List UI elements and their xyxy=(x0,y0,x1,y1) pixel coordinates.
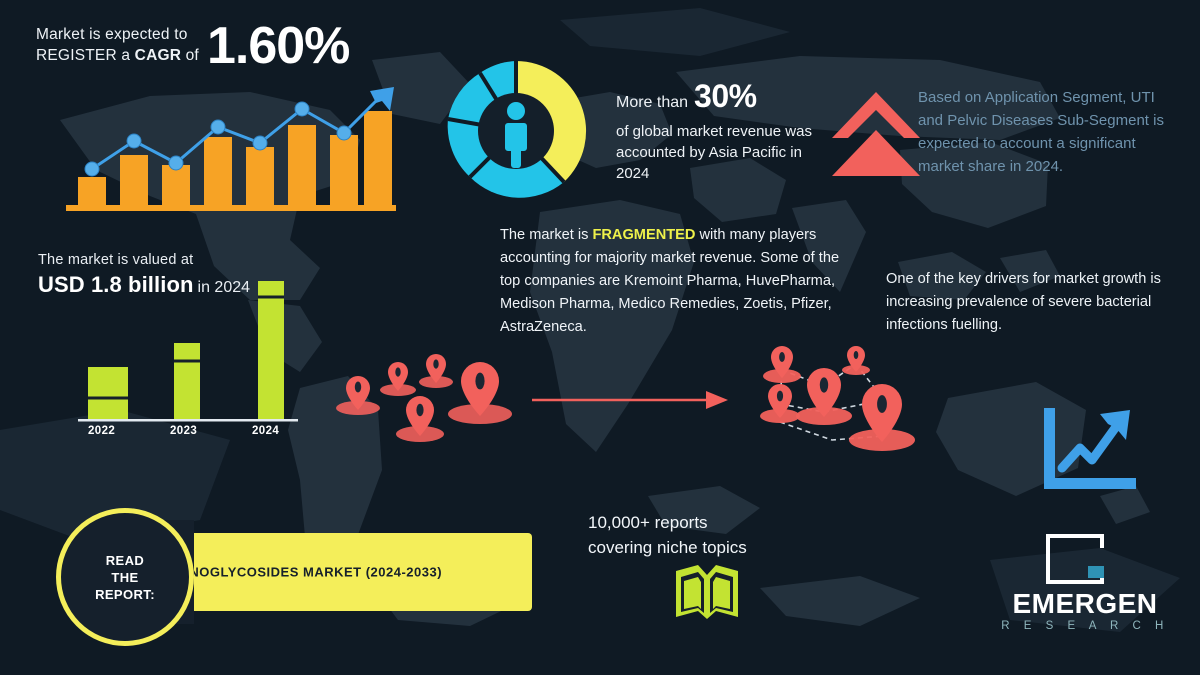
logo-mark-icon xyxy=(1042,530,1108,588)
open-book-icon xyxy=(674,563,740,621)
asia-pacific-stat: More than 30% of global market revenue wa… xyxy=(616,78,816,184)
fragmented-post: with many players accounting for majorit… xyxy=(500,227,840,335)
asia-pacific-donut xyxy=(440,55,592,207)
badge-line-1: READ xyxy=(105,552,145,568)
asia-pacific-headline: More than 30% xyxy=(616,78,816,115)
location-pin-cluster-scattered xyxy=(336,352,526,452)
logo-subtitle: R E S E A R C H xyxy=(1001,620,1169,632)
green-chart-xlabel-0: 2022 xyxy=(88,425,116,437)
person-icon xyxy=(505,102,527,168)
report-title: AMINOGLYCOSIDES MARKET (2024-2033) xyxy=(164,564,443,580)
application-segment-text: Based on Application Segment, UTI and Pe… xyxy=(918,89,1164,175)
green-bars xyxy=(88,281,284,419)
read-report-badge[interactable]: READ THE REPORT: xyxy=(56,508,194,646)
logo-name: EMERGEN xyxy=(1012,588,1158,619)
reports-count-line2: covering niche topics xyxy=(588,538,747,557)
badge-line-3: REPORT: xyxy=(95,586,155,602)
asia-percent-value: 30% xyxy=(694,78,757,114)
cagr-label-line2: REGISTER a CAGR of xyxy=(36,46,199,66)
green-chart-xlabel-2: 2024 xyxy=(252,425,280,437)
cagr-label-line1: Market is expected to xyxy=(36,26,188,43)
orange-bars xyxy=(78,111,392,205)
market-valuation: The market is valued at USD 1.8 billion i… xyxy=(38,252,338,298)
read-report-badge-text: READ THE REPORT: xyxy=(95,552,155,603)
green-valuation-chart: 2022 2023 2024 xyxy=(62,275,312,445)
trend-line xyxy=(91,93,384,171)
green-chart-xlabel-1: 2023 xyxy=(170,425,198,437)
cagr-headline: Market is expected to REGISTER a CAGR of… xyxy=(36,14,456,72)
valuation-amount: USD 1.8 billion xyxy=(38,272,194,297)
line-chart-up-icon xyxy=(1038,402,1142,502)
cagr-acronym: CAGR xyxy=(134,47,182,64)
market-fragmentation-text: The market is FRAGMENTED with many playe… xyxy=(500,224,840,339)
reports-count-block: 10,000+ reports covering niche topics xyxy=(588,510,828,560)
reports-count-line1: 10,000+ reports xyxy=(588,513,708,532)
key-drivers-text: One of the key drivers for market growth… xyxy=(886,271,1161,333)
cagr-value: 1.60% xyxy=(206,17,350,75)
cagr-label: Market is expected to REGISTER a CAGR of xyxy=(36,25,199,66)
chart-baseline xyxy=(66,205,396,211)
cagr-register-text: REGISTER a xyxy=(36,47,135,64)
trend-points xyxy=(84,101,352,177)
read-report-bar[interactable]: AMINOGLYCOSIDES MARKET (2024-2033) xyxy=(140,533,532,611)
asia-more-than-label: More than xyxy=(616,94,689,111)
fragmented-keyword: FRAGMENTED xyxy=(592,227,696,243)
location-pin-cluster-connected xyxy=(732,344,928,460)
badge-line-2: THE xyxy=(111,569,139,585)
valuation-value-row: USD 1.8 billion in 2024 xyxy=(38,272,338,298)
trend-arrow-head xyxy=(370,87,394,111)
cagr-of-text: of xyxy=(181,47,199,64)
green-chart-axis xyxy=(78,419,298,422)
valuation-label: The market is valued at xyxy=(38,252,194,268)
fragmented-pre: The market is xyxy=(500,227,593,243)
emergen-research-logo: EMERGEN R E S E A R C H xyxy=(1000,530,1170,640)
double-up-arrow-icon xyxy=(830,88,922,176)
right-arrow-icon xyxy=(530,385,730,415)
asia-pacific-body: of global market revenue was accounted b… xyxy=(616,123,812,182)
valuation-year: in 2024 xyxy=(197,279,251,296)
orange-growth-combo-chart xyxy=(60,85,400,215)
